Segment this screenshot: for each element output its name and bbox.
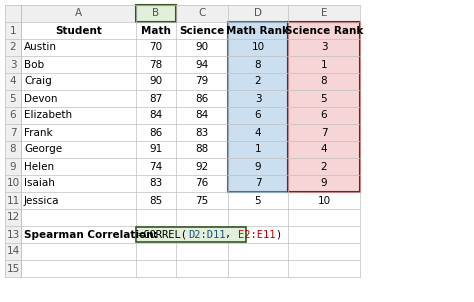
Text: 10: 10 bbox=[251, 43, 264, 53]
Bar bbox=[5, 5, 21, 277]
Text: 85: 85 bbox=[149, 195, 163, 205]
Text: 75: 75 bbox=[195, 195, 209, 205]
Text: 9: 9 bbox=[321, 178, 328, 188]
Text: 7: 7 bbox=[9, 127, 16, 137]
Text: 5: 5 bbox=[9, 94, 16, 104]
Text: 2: 2 bbox=[255, 76, 261, 86]
Text: 1: 1 bbox=[9, 25, 16, 36]
Text: 90: 90 bbox=[149, 76, 163, 86]
Bar bbox=[5, 5, 360, 22]
Text: 83: 83 bbox=[195, 127, 209, 137]
Text: 86: 86 bbox=[195, 94, 209, 104]
Text: Science: Science bbox=[179, 25, 225, 36]
Text: Jessica: Jessica bbox=[24, 195, 60, 205]
Text: 6: 6 bbox=[255, 111, 261, 120]
Text: Frank: Frank bbox=[24, 127, 53, 137]
Text: 4: 4 bbox=[321, 144, 328, 155]
Text: 10: 10 bbox=[7, 178, 19, 188]
Text: D2:D11: D2:D11 bbox=[188, 230, 226, 239]
Text: 11: 11 bbox=[6, 195, 19, 205]
Text: 2: 2 bbox=[321, 162, 328, 172]
Text: 86: 86 bbox=[149, 127, 163, 137]
Text: ): ) bbox=[275, 230, 282, 239]
Text: 4: 4 bbox=[255, 127, 261, 137]
Text: 70: 70 bbox=[149, 43, 163, 53]
Text: 87: 87 bbox=[149, 94, 163, 104]
Bar bbox=[228, 22, 288, 192]
Text: 88: 88 bbox=[195, 144, 209, 155]
Bar bbox=[5, 5, 360, 277]
Text: 76: 76 bbox=[195, 178, 209, 188]
Text: 79: 79 bbox=[195, 76, 209, 86]
Text: 2: 2 bbox=[9, 43, 16, 53]
Text: E: E bbox=[321, 8, 327, 18]
Text: 84: 84 bbox=[195, 111, 209, 120]
Text: Bob: Bob bbox=[24, 59, 44, 69]
Text: 12: 12 bbox=[6, 213, 19, 223]
Text: =CORREL(: =CORREL( bbox=[138, 230, 188, 239]
Text: Student: Student bbox=[55, 25, 102, 36]
Text: 94: 94 bbox=[195, 59, 209, 69]
Text: 3: 3 bbox=[9, 59, 16, 69]
Text: C: C bbox=[198, 8, 206, 18]
Text: Math Rank: Math Rank bbox=[227, 25, 290, 36]
Text: 7: 7 bbox=[255, 178, 261, 188]
Text: Austin: Austin bbox=[24, 43, 57, 53]
Text: 10: 10 bbox=[318, 195, 330, 205]
Text: 7: 7 bbox=[321, 127, 328, 137]
Text: 5: 5 bbox=[321, 94, 328, 104]
Text: 6: 6 bbox=[9, 111, 16, 120]
Text: 6: 6 bbox=[321, 111, 328, 120]
Text: Craig: Craig bbox=[24, 76, 52, 86]
Text: 9: 9 bbox=[255, 162, 261, 172]
Text: 3: 3 bbox=[321, 43, 328, 53]
Text: E2:E11: E2:E11 bbox=[238, 230, 275, 239]
Text: D: D bbox=[254, 8, 262, 18]
Text: 83: 83 bbox=[149, 178, 163, 188]
Text: 1: 1 bbox=[255, 144, 261, 155]
Text: ,: , bbox=[226, 230, 238, 239]
Text: 92: 92 bbox=[195, 162, 209, 172]
Text: 15: 15 bbox=[6, 264, 19, 274]
Text: 91: 91 bbox=[149, 144, 163, 155]
Text: Isaiah: Isaiah bbox=[24, 178, 55, 188]
Text: Science Rank: Science Rank bbox=[285, 25, 363, 36]
Text: 8: 8 bbox=[255, 59, 261, 69]
Text: 8: 8 bbox=[9, 144, 16, 155]
Text: 3: 3 bbox=[255, 94, 261, 104]
Text: B: B bbox=[153, 8, 160, 18]
Text: 5: 5 bbox=[255, 195, 261, 205]
Text: Helen: Helen bbox=[24, 162, 54, 172]
Text: 8: 8 bbox=[321, 76, 328, 86]
Text: 90: 90 bbox=[195, 43, 209, 53]
Text: 13: 13 bbox=[6, 230, 19, 239]
Text: 84: 84 bbox=[149, 111, 163, 120]
Text: Devon: Devon bbox=[24, 94, 57, 104]
Text: Elizabeth: Elizabeth bbox=[24, 111, 72, 120]
Text: 9: 9 bbox=[9, 162, 16, 172]
Bar bbox=[288, 22, 360, 192]
Text: Math: Math bbox=[141, 25, 171, 36]
Text: 1: 1 bbox=[321, 59, 328, 69]
Text: George: George bbox=[24, 144, 62, 155]
Text: 14: 14 bbox=[6, 246, 19, 256]
Text: 74: 74 bbox=[149, 162, 163, 172]
Text: 4: 4 bbox=[9, 76, 16, 86]
Text: A: A bbox=[75, 8, 82, 18]
Text: 78: 78 bbox=[149, 59, 163, 69]
Text: Spearman Correlation:: Spearman Correlation: bbox=[24, 230, 158, 239]
Bar bbox=[136, 5, 176, 22]
Bar bbox=[136, 227, 246, 242]
